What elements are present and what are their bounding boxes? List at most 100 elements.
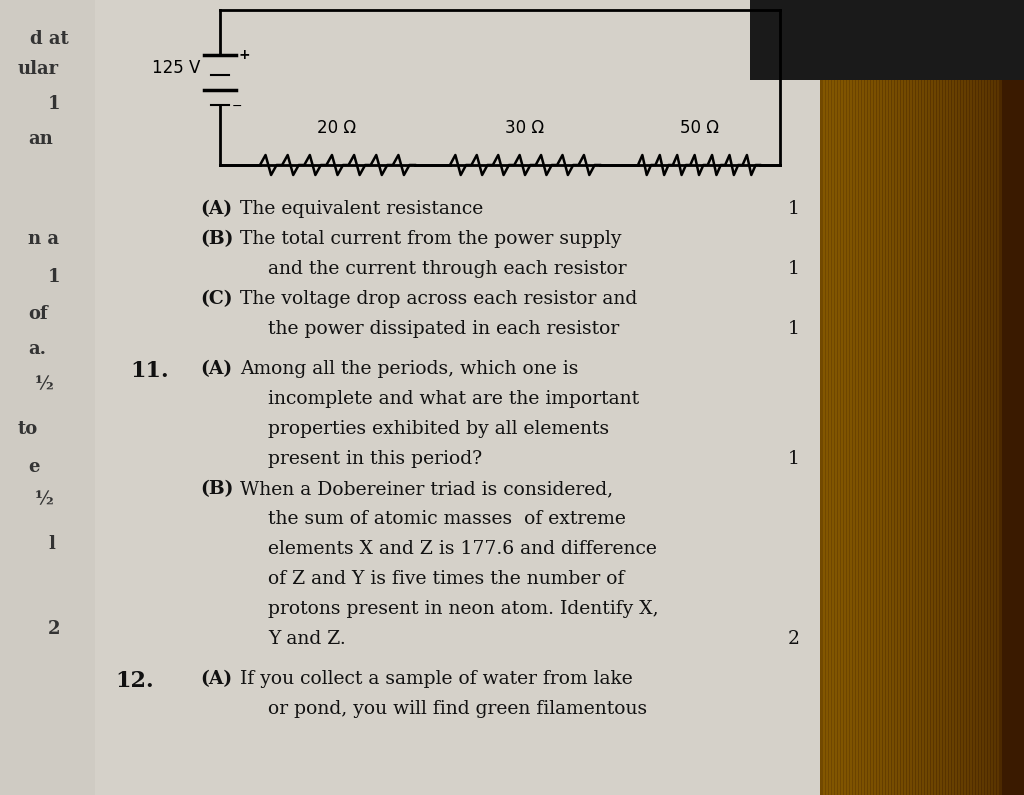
Text: (B): (B) <box>200 480 233 498</box>
Bar <box>750 0 1024 80</box>
Bar <box>901 80 906 795</box>
Bar <box>946 80 951 795</box>
Bar <box>0 0 95 795</box>
Text: a.: a. <box>28 340 46 358</box>
Text: 20 Ω: 20 Ω <box>317 119 356 137</box>
Bar <box>898 80 903 795</box>
Text: When a Dobereiner triad is considered,: When a Dobereiner triad is considered, <box>240 480 613 498</box>
Bar <box>976 80 981 795</box>
Bar <box>958 80 963 795</box>
Text: to: to <box>18 420 38 438</box>
Text: ular: ular <box>18 60 59 78</box>
Bar <box>994 80 999 795</box>
Text: 1: 1 <box>788 260 800 278</box>
Text: (B): (B) <box>200 230 233 248</box>
Text: 1: 1 <box>48 268 60 286</box>
Bar <box>847 80 852 795</box>
Text: present in this period?: present in this period? <box>268 450 482 468</box>
Bar <box>886 80 891 795</box>
Text: ½: ½ <box>35 375 53 393</box>
Text: 2: 2 <box>788 630 800 648</box>
Bar <box>829 80 834 795</box>
Text: The voltage drop across each resistor and: The voltage drop across each resistor an… <box>240 290 637 308</box>
Bar <box>916 80 921 795</box>
Bar <box>973 80 978 795</box>
Bar <box>937 80 942 795</box>
Bar <box>928 80 933 795</box>
Bar <box>831 80 837 795</box>
Text: (C): (C) <box>200 290 232 308</box>
Bar <box>943 80 948 795</box>
Bar <box>970 80 975 795</box>
Bar <box>991 80 996 795</box>
Text: n a: n a <box>28 230 59 248</box>
Text: 30 Ω: 30 Ω <box>506 119 545 137</box>
Bar <box>877 80 882 795</box>
Bar <box>865 80 870 795</box>
Text: 1: 1 <box>788 450 800 468</box>
Text: −: − <box>232 100 243 113</box>
Text: properties exhibited by all elements: properties exhibited by all elements <box>268 420 609 438</box>
Bar <box>880 80 885 795</box>
Bar <box>835 80 840 795</box>
Text: (A): (A) <box>200 670 232 688</box>
Bar <box>997 80 1002 795</box>
Bar <box>820 0 1024 795</box>
Bar <box>823 80 828 795</box>
Bar <box>967 80 972 795</box>
Text: The equivalent resistance: The equivalent resistance <box>240 200 483 218</box>
Text: protons present in neon atom. Identify X,: protons present in neon atom. Identify X… <box>268 600 658 618</box>
Bar <box>934 80 939 795</box>
Bar <box>904 80 909 795</box>
Bar <box>988 80 993 795</box>
Bar <box>850 80 855 795</box>
Text: elements X and Z is 177.6 and difference: elements X and Z is 177.6 and difference <box>268 540 656 558</box>
Text: or pond, you will find green filamentous: or pond, you will find green filamentous <box>268 700 647 718</box>
Text: an: an <box>28 130 53 148</box>
Text: l: l <box>48 535 55 553</box>
Bar <box>955 80 961 795</box>
Bar <box>838 80 843 795</box>
Bar <box>856 80 861 795</box>
Bar <box>862 80 867 795</box>
Text: ½: ½ <box>35 490 53 508</box>
Text: Among all the periods, which one is: Among all the periods, which one is <box>240 360 579 378</box>
Text: d at: d at <box>30 30 69 48</box>
Text: 1: 1 <box>48 95 60 113</box>
Bar <box>820 80 825 795</box>
Text: the sum of atomic masses  of extreme: the sum of atomic masses of extreme <box>268 510 626 528</box>
Text: incomplete and what are the important: incomplete and what are the important <box>268 390 639 408</box>
Bar <box>889 80 894 795</box>
Text: 12.: 12. <box>115 670 154 692</box>
Bar <box>964 80 969 795</box>
Text: and the current through each resistor: and the current through each resistor <box>268 260 627 278</box>
Bar <box>952 80 957 795</box>
Bar <box>859 80 864 795</box>
Bar <box>868 80 873 795</box>
Text: e: e <box>28 458 40 476</box>
Bar <box>982 80 987 795</box>
Bar <box>931 80 936 795</box>
Text: 1: 1 <box>788 320 800 338</box>
Text: (A): (A) <box>200 200 232 218</box>
Text: Y and Z.: Y and Z. <box>268 630 346 648</box>
Bar <box>853 80 858 795</box>
Text: If you collect a sample of water from lake: If you collect a sample of water from la… <box>240 670 633 688</box>
Bar <box>985 80 990 795</box>
Bar <box>940 80 945 795</box>
Bar <box>949 80 954 795</box>
Bar <box>892 80 897 795</box>
Text: of Z and Y is five times the number of: of Z and Y is five times the number of <box>268 570 625 588</box>
Text: (A): (A) <box>200 360 232 378</box>
Text: 11.: 11. <box>130 360 169 382</box>
Bar <box>910 80 915 795</box>
Bar <box>895 80 900 795</box>
Bar <box>922 80 927 795</box>
Text: 2: 2 <box>48 620 60 638</box>
Text: 125 V: 125 V <box>152 59 201 77</box>
Bar <box>961 80 966 795</box>
Text: +: + <box>239 48 251 62</box>
Bar <box>913 80 918 795</box>
Bar <box>844 80 849 795</box>
Bar <box>907 80 912 795</box>
